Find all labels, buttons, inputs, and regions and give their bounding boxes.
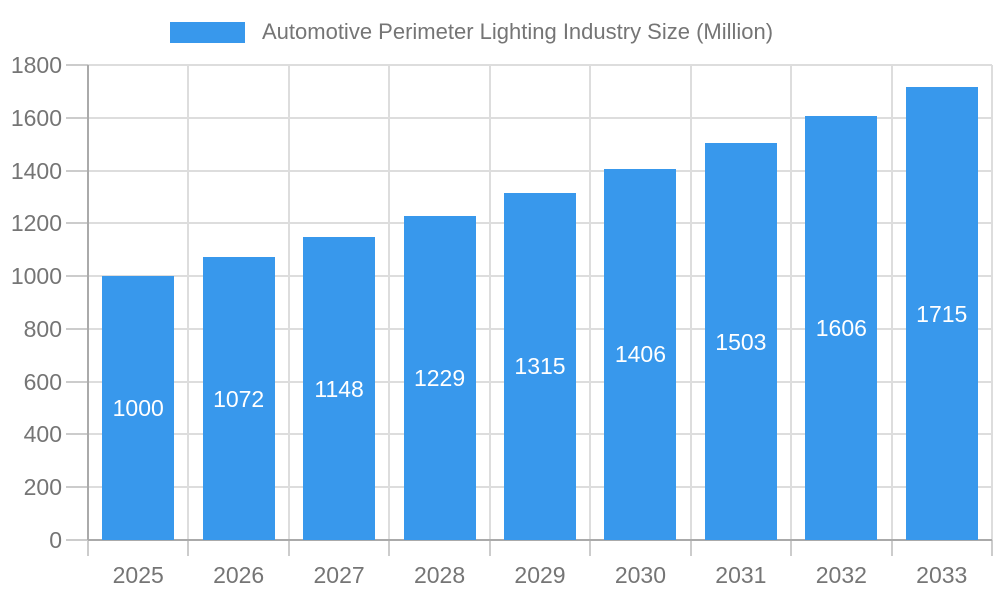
x-axis-tick	[890, 540, 893, 556]
x-gridline	[890, 65, 893, 540]
x-axis-tick	[991, 540, 993, 556]
bar-value-label: 1503	[715, 328, 767, 355]
x-gridline	[388, 65, 391, 540]
y-axis-label: 600	[23, 368, 62, 395]
y-gridline	[88, 169, 992, 172]
x-axis-label: 2029	[514, 562, 566, 588]
x-axis-tick	[388, 540, 391, 556]
y-axis-label: 400	[23, 421, 62, 448]
legend-series-label[interactable]: Automotive Perimeter Lighting Industry S…	[262, 19, 774, 44]
bar-value-label: 1606	[815, 315, 867, 342]
y-axis-label: 1400	[10, 157, 62, 184]
x-gridline	[589, 65, 592, 540]
legend-swatch[interactable]	[170, 21, 245, 43]
bar-value-label: 1406	[614, 341, 667, 368]
bar	[604, 168, 677, 540]
y-axis-line	[87, 65, 89, 540]
bar	[704, 143, 777, 540]
y-axis-tick	[66, 64, 88, 66]
bar	[905, 87, 978, 540]
bar	[202, 257, 275, 540]
y-gridline	[88, 116, 992, 119]
x-gridline	[488, 65, 491, 540]
x-gridline	[187, 65, 190, 540]
bar-value-label: 1315	[514, 353, 566, 380]
bar-value-label: 1072	[213, 385, 265, 412]
bar-value-label: 1715	[916, 300, 968, 327]
y-axis-tick	[66, 327, 88, 330]
y-axis-label: 1600	[10, 104, 62, 131]
y-axis-label: 1200	[10, 210, 62, 237]
x-axis-tick	[187, 540, 190, 556]
bar-value-label: 1000	[112, 395, 164, 422]
x-gridline	[790, 65, 793, 540]
y-axis-label: 1000	[10, 263, 62, 290]
y-axis-tick	[66, 222, 88, 225]
y-axis-tick	[66, 116, 88, 119]
x-gridline	[689, 65, 692, 540]
x-axis-tick	[589, 540, 592, 556]
bar	[303, 237, 376, 540]
x-axis-line	[88, 539, 992, 541]
bar	[403, 215, 476, 540]
bar	[805, 116, 878, 540]
x-axis-label: 2030	[614, 562, 667, 588]
bar	[102, 276, 175, 540]
x-axis-label: 2025	[112, 562, 164, 588]
legend[interactable]: Automotive Perimeter Lighting Industry S…	[170, 18, 773, 46]
y-axis-label: 200	[23, 474, 62, 501]
x-axis-label: 2026	[213, 562, 265, 588]
x-axis-tick	[689, 540, 692, 556]
x-axis-tick	[287, 540, 290, 556]
y-axis-tick	[66, 169, 88, 172]
y-axis-label: 1800	[10, 52, 62, 78]
x-axis-label: 2028	[413, 562, 466, 588]
x-axis-label: 2032	[815, 562, 867, 588]
x-gridline	[991, 65, 993, 540]
y-gridline	[88, 64, 992, 66]
y-axis-tick	[66, 539, 88, 541]
bar-value-label: 1148	[314, 375, 364, 402]
bar	[504, 192, 576, 540]
y-axis-tick	[66, 433, 88, 436]
x-gridline	[287, 65, 290, 540]
x-axis-label: 2027	[313, 562, 365, 588]
x-axis-label: 2033	[916, 562, 968, 588]
bar-value-label: 1229	[413, 364, 466, 391]
x-axis-tick	[488, 540, 491, 556]
x-axis-tick	[790, 540, 793, 556]
y-axis-tick	[66, 380, 88, 383]
x-axis-label: 2031	[715, 562, 767, 588]
y-axis-label: 0	[49, 527, 62, 553]
y-axis-tick	[66, 486, 88, 489]
x-axis-tick	[87, 540, 89, 556]
y-axis-tick	[66, 275, 88, 278]
y-axis-label: 800	[23, 315, 62, 342]
